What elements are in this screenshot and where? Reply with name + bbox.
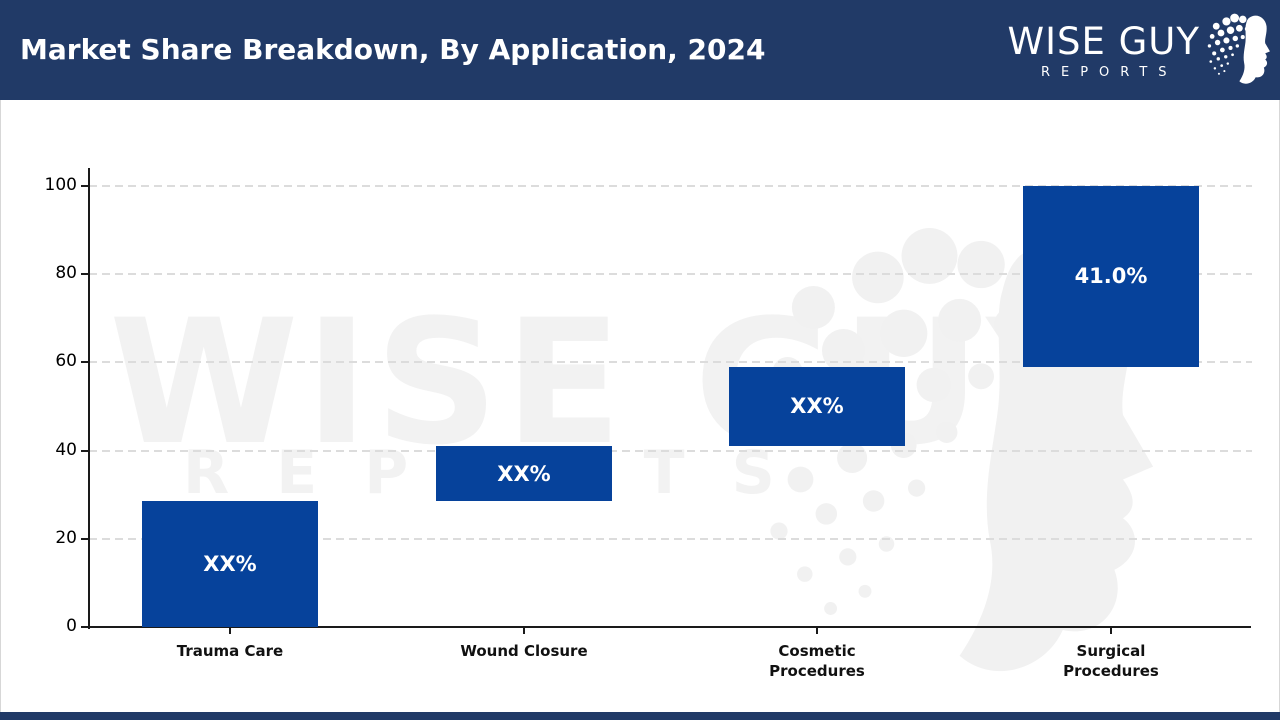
logo-wordmark-sub: REPORTS [1040,65,1178,80]
y-tick-label: 20 [55,527,77,548]
y-tick-20 [81,537,89,540]
x-tick-0 [229,628,231,634]
gridline-60 [89,361,1252,364]
logo-wordmark-main: WISE GUY [1007,20,1200,63]
y-tick-label: 100 [44,175,77,195]
y-tick-label: 60 [55,351,77,372]
dotted-face-logo-icon [1204,8,1272,92]
y-tick-0 [81,626,89,628]
y-tick-100 [81,185,89,187]
x-tick-3 [1110,628,1112,634]
y-tick-label: 0 [66,616,77,636]
x-axis-line [88,626,1251,628]
x-category-label-line: Procedures [769,662,865,681]
x-category-label: Wound Closure [414,641,634,661]
y-tick-label: 40 [55,439,77,460]
bar-cosmetic-procedures: XX% [729,366,905,447]
x-category-label-line: Wound Closure [460,642,588,660]
x-category-label: Trauma Care [120,641,340,661]
x-tick-1 [523,628,525,634]
x-category-label-line: Procedures [1063,662,1159,681]
y-tick-40 [81,449,89,452]
footer-bar [0,712,1280,720]
x-tick-2 [816,628,818,634]
gridline-100 [89,185,1252,187]
bar-value-label: XX% [790,394,844,419]
gridline-20 [89,537,1252,540]
logo-wordmark: WISE GUY REPORTS [1008,20,1200,80]
gridline-40 [89,449,1252,452]
x-category-label-line: Cosmetic [778,642,856,660]
bar-value-label: 41.0% [1074,264,1148,289]
bar-value-label: XX% [203,552,257,577]
wise-guy-logo: WISE GUY REPORTS [1008,5,1272,95]
gridline-80 [89,273,1252,276]
y-tick-label: 80 [55,263,77,284]
x-category-label-line: Trauma Care [176,642,284,660]
bar-surgical-procedures: 41.0% [1023,186,1199,367]
header-bar: Market Share Breakdown, By Application, … [0,0,1280,100]
y-axis-line [88,168,90,629]
bar-wound-closure: XX% [436,446,612,502]
y-tick-60 [81,361,89,364]
x-category-label: Cosmetic Procedures [707,641,927,682]
bar-trauma-care: XX% [142,501,318,627]
x-category-label: Surgical Procedures [1001,641,1221,682]
x-category-label-line: Surgical [1076,642,1146,660]
page-title: Market Share Breakdown, By Application, … [20,33,766,66]
y-tick-80 [81,273,89,276]
bar-value-label: XX% [497,461,551,486]
